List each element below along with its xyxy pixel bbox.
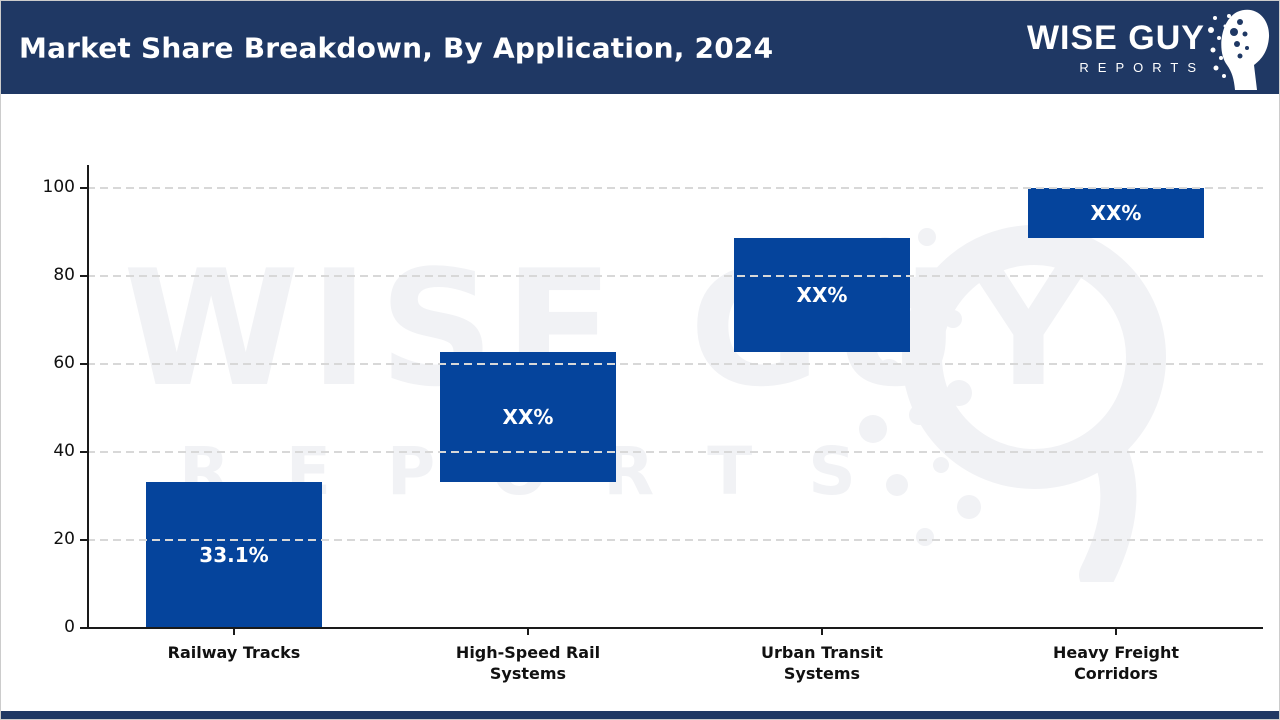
y-tick-label: 60 (53, 353, 75, 373)
x-tick-mark (527, 629, 529, 635)
y-tick-mark (80, 539, 87, 541)
y-tick-mark (80, 275, 87, 277)
x-axis-label-line: High-Speed Rail (455, 643, 601, 662)
x-axis-label: Heavy Freight Corridors (986, 642, 1246, 684)
page-title: Market Share Breakdown, By Application, … (19, 31, 774, 64)
header-band: Market Share Breakdown, By Application, … (1, 1, 1279, 94)
brand-logo-text: WISE GUY REPORTS (1027, 21, 1205, 75)
y-tick-mark (80, 187, 87, 189)
x-axis-label-line: Railway Tracks (167, 643, 301, 662)
brand-logo: WISE GUY REPORTS (1027, 5, 1273, 91)
x-axis-label-line: Heavy Freight (1052, 643, 1180, 662)
x-tick-mark (1115, 629, 1117, 635)
x-axis-label-line: Urban Transit (761, 643, 883, 662)
y-tick-label: 0 (64, 617, 75, 637)
x-axis-line (87, 627, 1263, 629)
gridline-40 (87, 451, 1263, 453)
x-tick-mark (233, 629, 235, 635)
footer-band (1, 711, 1279, 719)
bar-segment (440, 351, 616, 483)
bar-value-label: XX% (1090, 201, 1142, 226)
gridline-20 (87, 539, 1263, 541)
x-tick-mark (821, 629, 823, 635)
brand-name: WISE GUY (1026, 19, 1205, 57)
brand-face-icon (1208, 9, 1270, 90)
brand-subtitle: REPORTS (1079, 60, 1205, 75)
x-axis-label: High-Speed Rail Systems (398, 642, 658, 684)
x-axis-label-line: Systems (489, 664, 567, 683)
x-axis-label: Urban Transit Systems (692, 642, 952, 684)
bar-value-label: 33.1% (199, 543, 269, 568)
bar-segment (146, 482, 322, 628)
x-axis-label-line: Systems (783, 664, 861, 683)
y-tick-mark (80, 363, 87, 365)
bar-segment (1028, 188, 1204, 239)
y-tick-mark (80, 451, 87, 453)
y-axis-line (87, 165, 89, 629)
y-tick-mark (80, 627, 87, 629)
bar-value-label: XX% (796, 282, 848, 307)
y-tick-label: 40 (53, 441, 75, 461)
bar-segment (734, 238, 910, 352)
gridline-100 (87, 187, 1263, 189)
gridline-80 (87, 275, 1263, 277)
gridline-60 (87, 363, 1263, 365)
y-tick-label: 20 (53, 529, 75, 549)
y-tick-label: 100 (42, 177, 75, 197)
x-axis-label: Railway Tracks (104, 642, 364, 663)
y-tick-label: 80 (53, 265, 75, 285)
x-axis-label-line: Corridors (1074, 664, 1158, 683)
bar-value-label: XX% (502, 405, 554, 430)
